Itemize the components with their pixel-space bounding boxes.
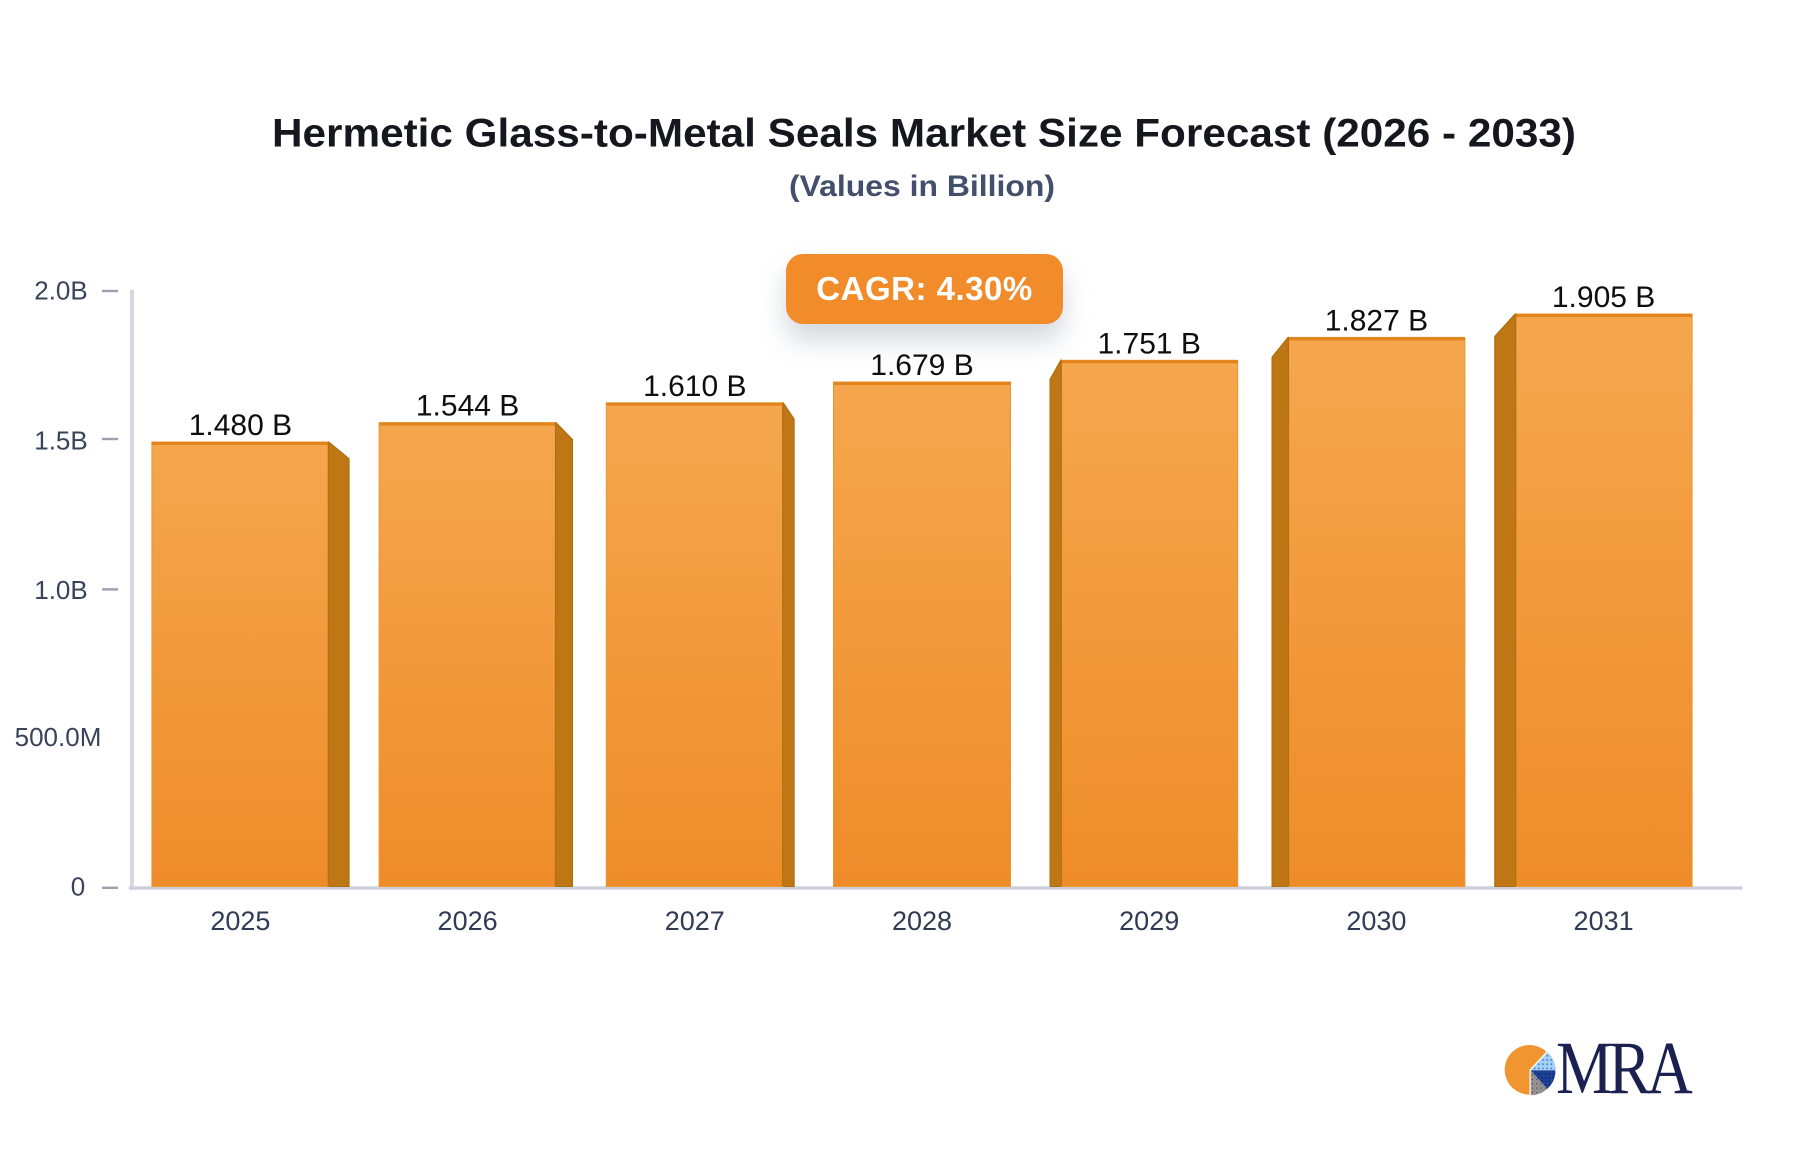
svg-text:1.0B: 1.0B xyxy=(34,575,88,605)
svg-text:(Values in Billion): (Values in Billion) xyxy=(789,170,1055,203)
svg-text:MRA: MRA xyxy=(1556,1027,1692,1110)
svg-text:1.827 B: 1.827 B xyxy=(1325,304,1428,337)
svg-text:2026: 2026 xyxy=(438,906,498,936)
svg-text:1.5B: 1.5B xyxy=(34,425,88,455)
svg-text:1.480 B: 1.480 B xyxy=(189,409,292,442)
svg-text:1.610 B: 1.610 B xyxy=(643,370,746,403)
svg-text:Hermetic Glass-to-Metal Seals: Hermetic Glass-to-Metal Seals Market Siz… xyxy=(272,111,1576,155)
svg-text:2031: 2031 xyxy=(1574,906,1634,936)
svg-text:2025: 2025 xyxy=(210,906,270,936)
svg-text:1.751 B: 1.751 B xyxy=(1097,327,1200,360)
svg-text:2027: 2027 xyxy=(665,906,725,936)
svg-text:2029: 2029 xyxy=(1119,906,1179,936)
svg-text:1.544 B: 1.544 B xyxy=(416,390,519,423)
svg-text:0: 0 xyxy=(71,872,85,902)
svg-text:2.0B: 2.0B xyxy=(34,275,88,305)
svg-text:1.679 B: 1.679 B xyxy=(870,349,973,382)
svg-text:2030: 2030 xyxy=(1346,906,1406,936)
svg-text:2028: 2028 xyxy=(892,906,952,936)
svg-text:500.0M: 500.0M xyxy=(15,722,102,752)
svg-text:1.905 B: 1.905 B xyxy=(1552,281,1655,314)
